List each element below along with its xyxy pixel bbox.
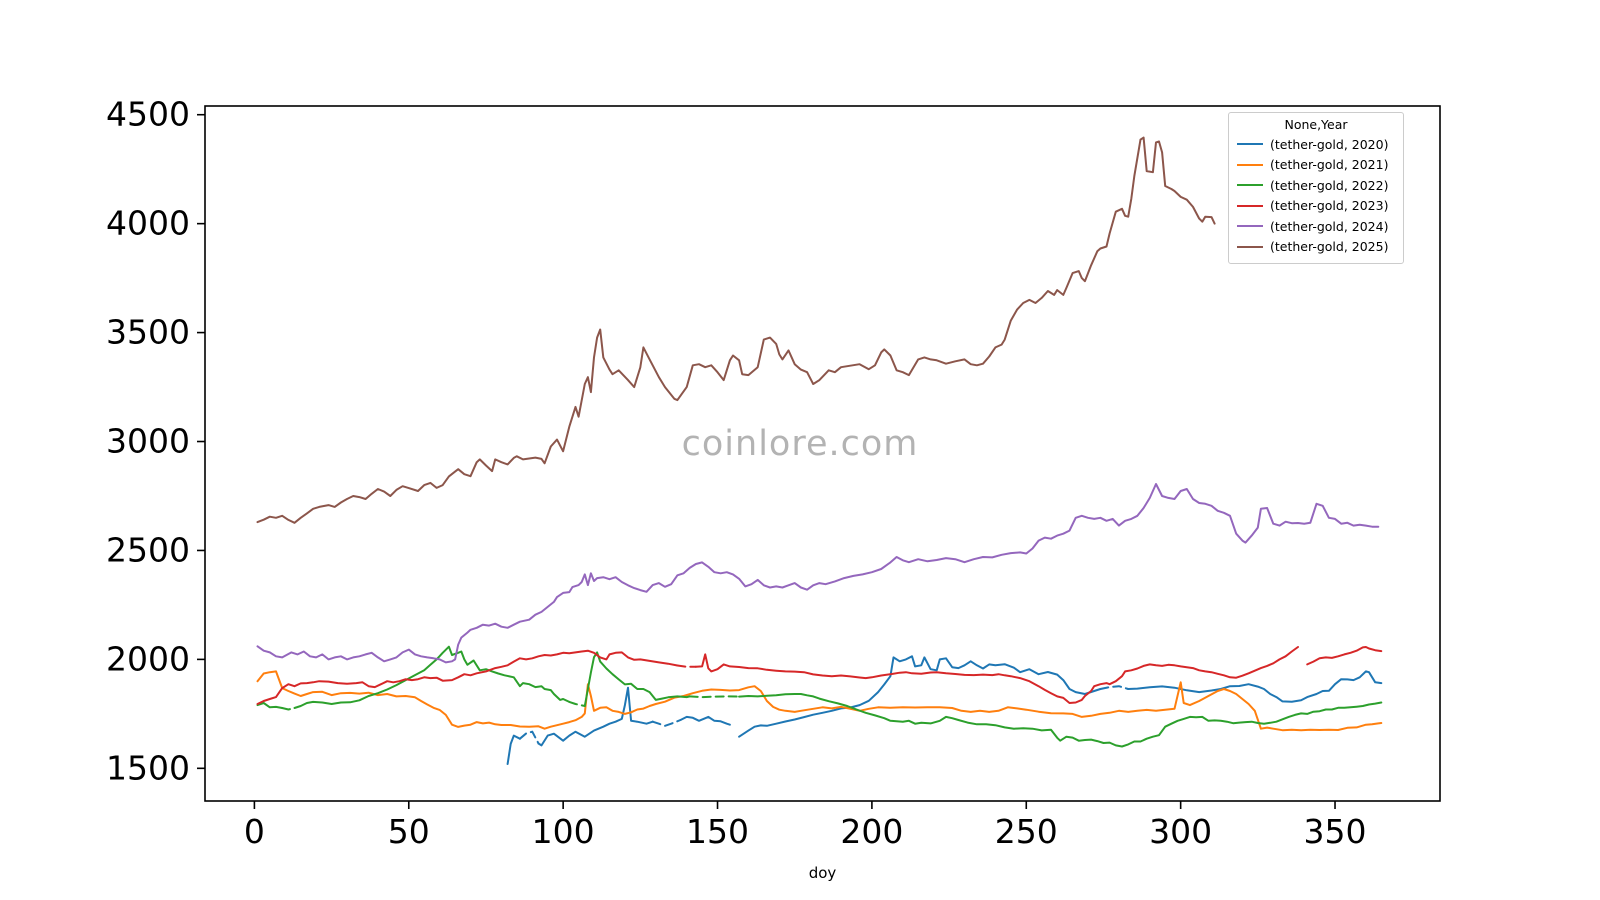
legend-item-2025: (tether-gold, 2025) xyxy=(1237,237,1395,258)
series-line-2020 xyxy=(1127,670,1383,703)
series-line-2022 xyxy=(256,702,284,709)
x-tick-label: 250 xyxy=(995,812,1058,851)
legend-label-2025: (tether-gold, 2025) xyxy=(1270,239,1389,255)
x-tick-label: 350 xyxy=(1304,812,1367,851)
y-tick-label: 1500 xyxy=(106,748,190,787)
series-line-2023 xyxy=(256,649,679,705)
legend-label-2024: (tether-gold, 2024) xyxy=(1270,218,1389,234)
series-line-2021 xyxy=(256,670,1383,732)
series-line-2022 xyxy=(568,700,586,707)
series-line-2023 xyxy=(1306,646,1383,666)
y-tick-label: 4500 xyxy=(106,95,190,134)
series-line-2023 xyxy=(694,646,1299,704)
legend-line-swatch-2021 xyxy=(1237,163,1263,166)
legend-label-2020: (tether-gold, 2020) xyxy=(1270,136,1389,152)
legend-line-swatch-2024 xyxy=(1237,225,1263,228)
series-line-2020 xyxy=(1099,685,1130,690)
series-line-2020 xyxy=(651,719,682,727)
series-line-2020 xyxy=(537,686,654,747)
series-line-2022 xyxy=(738,693,1383,748)
y-tick-label: 2500 xyxy=(106,530,190,569)
x-axis-label: doy xyxy=(809,864,837,882)
watermark: coinlore.com xyxy=(681,424,919,464)
x-tick-label: 200 xyxy=(840,812,903,851)
legend-line-swatch-2025 xyxy=(1237,245,1263,248)
y-tick-label: 3500 xyxy=(106,313,190,352)
series-line-2020 xyxy=(738,655,1102,738)
series-line-2024 xyxy=(256,483,1380,664)
legend-label-2021: (tether-gold, 2021) xyxy=(1270,157,1389,173)
legend-label-2023: (tether-gold, 2023) xyxy=(1270,198,1389,214)
legend-line-swatch-2022 xyxy=(1237,184,1263,187)
x-tick-label: 0 xyxy=(244,812,265,851)
legend-item-2024: (tether-gold, 2024) xyxy=(1237,216,1395,237)
legend-item-2021: (tether-gold, 2021) xyxy=(1237,155,1395,176)
series-line-2023 xyxy=(676,664,697,668)
y-tick-label: 2000 xyxy=(106,639,190,678)
y-tick-label: 3000 xyxy=(106,422,190,461)
x-tick-label: 50 xyxy=(388,812,430,851)
legend-items: (tether-gold, 2020) (tether-gold, 2021) (t… xyxy=(1237,134,1395,257)
series-line-2020 xyxy=(506,734,521,765)
x-tick-label: 150 xyxy=(686,812,749,851)
x-tick-label: 100 xyxy=(532,812,595,851)
series-line-2025 xyxy=(256,136,1216,524)
legend-item-2023: (tether-gold, 2023) xyxy=(1237,196,1395,217)
series-line-2020 xyxy=(518,730,540,745)
series-line-2022 xyxy=(281,707,296,711)
x-tick-label: 300 xyxy=(1149,812,1212,851)
series-line-2022 xyxy=(583,651,691,707)
legend-item-2022: (tether-gold, 2022) xyxy=(1237,175,1395,196)
legend: None,Year (tether-gold, 2020) (tether-gol… xyxy=(1228,112,1404,264)
series-line-2022 xyxy=(688,695,741,699)
series-line-2020 xyxy=(679,715,731,726)
legend-label-2022: (tether-gold, 2022) xyxy=(1270,177,1389,193)
series-line-2022 xyxy=(293,645,571,709)
legend-title: None,Year xyxy=(1284,117,1348,132)
legend-line-swatch-2020 xyxy=(1237,143,1263,146)
plot-area-border xyxy=(204,105,1441,802)
legend-item-2020: (tether-gold, 2020) xyxy=(1237,134,1395,155)
legend-line-swatch-2023 xyxy=(1237,204,1263,207)
y-tick-label: 4000 xyxy=(106,204,190,243)
